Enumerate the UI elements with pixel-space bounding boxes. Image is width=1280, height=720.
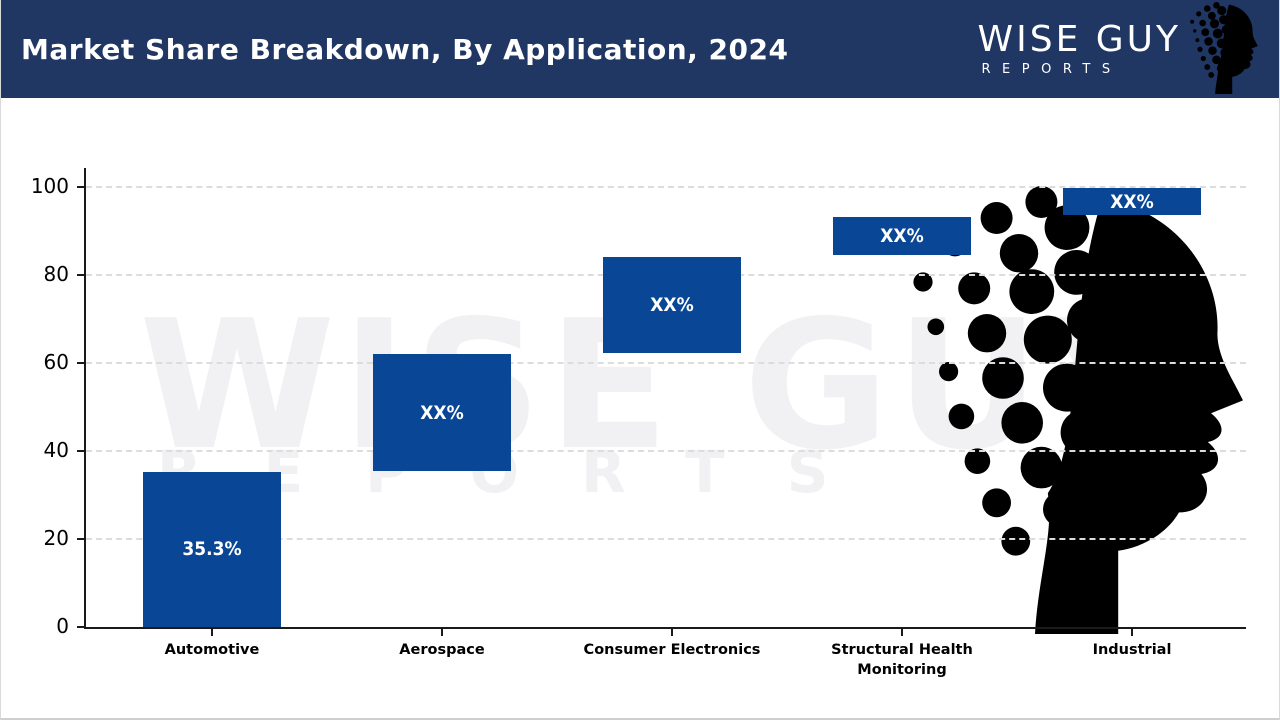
y-tick-label: 20 bbox=[43, 526, 69, 550]
bar-structural-health-monitoring: XX% bbox=[833, 216, 971, 256]
x-tick-mark bbox=[671, 627, 673, 636]
y-tick-label: 60 bbox=[43, 350, 69, 374]
x-tick-label: Industrial bbox=[1092, 642, 1172, 658]
x-tick-label: Automotive bbox=[164, 642, 260, 658]
gridline bbox=[86, 186, 1246, 188]
wise-guy-logo: WISE GUY REPORTS bbox=[978, 4, 1268, 94]
y-tick-mark bbox=[77, 450, 86, 452]
x-tick-mark bbox=[441, 627, 443, 636]
header: Market Share Breakdown, By Application, … bbox=[1, 0, 1279, 98]
bar-value-label: XX% bbox=[420, 401, 464, 424]
bar-industrial: XX% bbox=[1063, 187, 1201, 216]
x-tick-label: Structural Health Monitoring bbox=[831, 642, 973, 679]
gridline bbox=[86, 538, 1246, 540]
x-tick-label: Consumer Electronics bbox=[583, 642, 761, 658]
logo-head-icon bbox=[1183, 2, 1267, 94]
y-tick-mark bbox=[77, 274, 86, 276]
page-title: Market Share Breakdown, By Application, … bbox=[21, 32, 789, 66]
bar-value-label: 35.3% bbox=[182, 538, 242, 561]
x-tick-mark bbox=[901, 627, 903, 636]
y-axis bbox=[84, 168, 86, 629]
x-tick-mark bbox=[211, 627, 213, 636]
x-axis bbox=[84, 627, 1246, 629]
y-tick-label: 80 bbox=[43, 262, 69, 286]
logo-subtext: REPORTS bbox=[981, 61, 1122, 77]
bar-aerospace: XX% bbox=[373, 354, 511, 472]
y-tick-label: 100 bbox=[30, 174, 69, 198]
bar-value-label: XX% bbox=[880, 225, 924, 248]
y-tick-mark bbox=[77, 362, 86, 364]
bar-value-label: XX% bbox=[650, 293, 694, 316]
y-tick-label: 0 bbox=[56, 614, 69, 638]
bar-automotive: 35.3% bbox=[143, 471, 281, 627]
y-tick-label: 40 bbox=[43, 438, 69, 462]
x-tick-label: Aerospace bbox=[399, 642, 485, 658]
bar-consumer-electronics: XX% bbox=[603, 256, 741, 353]
y-tick-mark bbox=[77, 186, 86, 188]
logo-wordmark: WISE GUY bbox=[977, 18, 1181, 60]
y-tick-mark bbox=[77, 538, 86, 540]
gridline bbox=[86, 362, 1246, 364]
gridline bbox=[86, 450, 1246, 452]
x-tick-mark bbox=[1131, 627, 1133, 636]
bar-value-label: XX% bbox=[1110, 190, 1154, 213]
logo-text: WISE GUY REPORTS bbox=[977, 18, 1182, 77]
y-tick-mark bbox=[77, 626, 86, 628]
